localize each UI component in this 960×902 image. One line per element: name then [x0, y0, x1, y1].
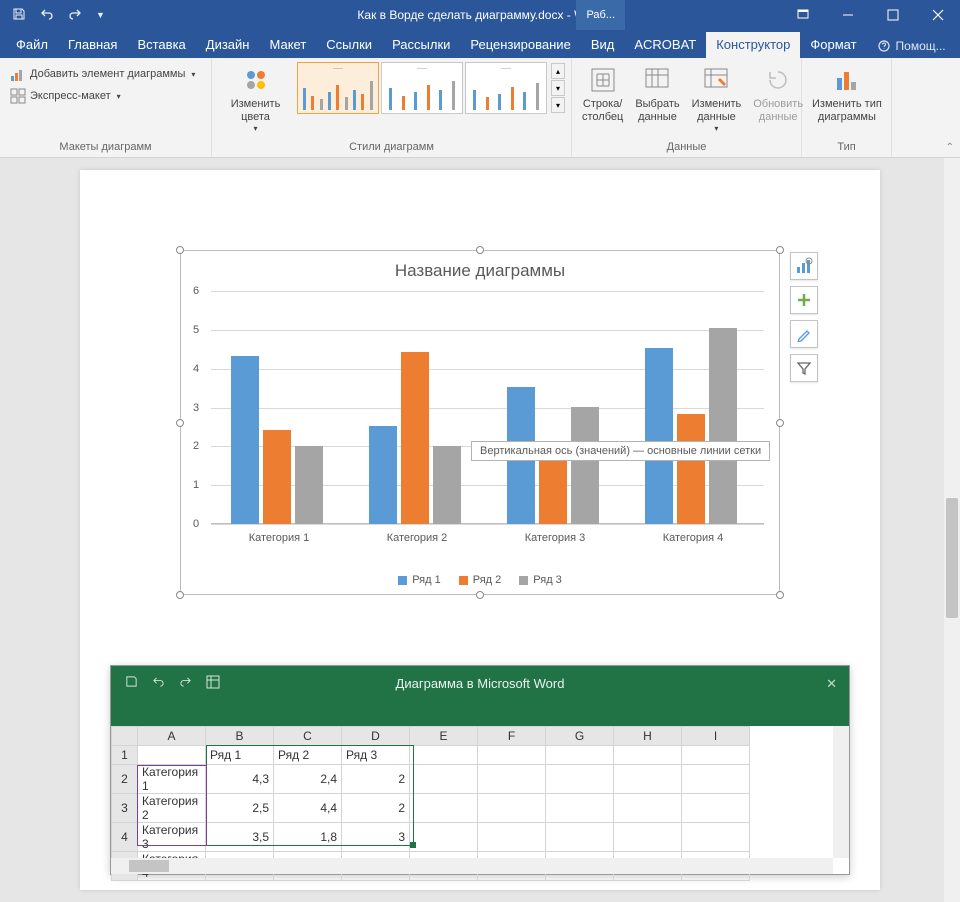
excel-title: Диаграмма в Microsoft Word — [396, 676, 565, 691]
change-colors-button[interactable]: Изменить цвета▾ — [218, 62, 293, 136]
document-area: Название диаграммы 0123456 Категория 1Ка… — [0, 158, 944, 902]
maximize-icon[interactable] — [870, 0, 915, 30]
excel-data-window: Диаграмма в Microsoft Word ✕ ABCDEFGHI1Р… — [110, 665, 850, 875]
tab-acrobat[interactable]: ACROBAT — [624, 32, 706, 58]
group-label-layouts: Макеты диаграмм — [6, 141, 205, 155]
ribbon: Добавить элемент диаграммы▾ Экспресс-мак… — [0, 58, 960, 158]
tab-home[interactable]: Главная — [58, 32, 127, 58]
page: Название диаграммы 0123456 Категория 1Ка… — [80, 170, 880, 890]
minimize-icon[interactable] — [825, 0, 870, 30]
style-thumb-1[interactable]: —— — [297, 62, 379, 114]
excel-undo-icon[interactable] — [152, 675, 165, 692]
chart-styles-gallery[interactable]: —— —— —— ▴ ▾ ▾ — [297, 62, 565, 114]
change-chart-type-button[interactable]: Изменить тип диаграммы — [808, 62, 886, 126]
group-label-styles: Стили диаграмм — [218, 141, 565, 155]
chart-tools-context-tab: Раб... — [576, 0, 625, 30]
redo-icon[interactable] — [68, 7, 82, 24]
tab-constructor[interactable]: Конструктор — [706, 32, 800, 58]
excel-vscroll[interactable] — [833, 726, 849, 858]
tab-design[interactable]: Дизайн — [196, 32, 260, 58]
resize-handle[interactable] — [176, 246, 184, 254]
quick-layout-button[interactable]: Экспресс-макет▾ — [6, 86, 125, 106]
excel-save-icon[interactable] — [125, 675, 138, 692]
resize-handle[interactable] — [776, 246, 784, 254]
tab-format[interactable]: Формат — [800, 32, 866, 58]
group-label-type: Тип — [808, 141, 885, 155]
menu-tabs: Файл Главная Вставка Дизайн Макет Ссылки… — [0, 30, 960, 58]
save-icon[interactable] — [12, 7, 26, 24]
chart-tooltip: Вертикальная ось (значений) — основные л… — [471, 441, 770, 461]
tab-references[interactable]: Ссылки — [316, 32, 382, 58]
style-thumb-3[interactable]: —— — [465, 62, 547, 114]
ribbon-options-icon[interactable] — [780, 0, 825, 30]
document-title: Как в Ворде сделать диаграмму.docx - Wor… — [357, 8, 602, 22]
tab-insert[interactable]: Вставка — [127, 32, 195, 58]
excel-titlebar: Диаграмма в Microsoft Word ✕ — [111, 666, 849, 701]
chart-legend[interactable]: Ряд 1Ряд 2Ряд 3 — [181, 574, 779, 586]
tab-file[interactable]: Файл — [6, 32, 58, 58]
gallery-down-icon[interactable]: ▾ — [551, 80, 565, 96]
excel-edit-icon[interactable] — [206, 675, 220, 692]
refresh-data-button: Обновить данные — [749, 62, 807, 126]
select-data-button[interactable]: Выбрать данные — [631, 62, 683, 126]
chart-filter-button[interactable] — [790, 354, 818, 382]
vertical-scrollbar[interactable] — [944, 158, 960, 902]
excel-redo-icon[interactable] — [179, 675, 192, 692]
tab-layout[interactable]: Макет — [259, 32, 316, 58]
chart-add-button[interactable] — [790, 286, 818, 314]
resize-handle[interactable] — [776, 591, 784, 599]
collapse-ribbon-icon[interactable]: ⌃ — [946, 142, 954, 153]
undo-icon[interactable] — [40, 7, 54, 24]
chart-elements-button[interactable] — [790, 252, 818, 280]
resize-handle[interactable] — [776, 419, 784, 427]
chart-plot-area[interactable]: 0123456 Категория 1Категория 2Категория … — [211, 291, 764, 524]
tab-review[interactable]: Рецензирование — [460, 32, 580, 58]
tab-view[interactable]: Вид — [581, 32, 625, 58]
resize-handle[interactable] — [476, 591, 484, 599]
tab-mailings[interactable]: Рассылки — [382, 32, 460, 58]
resize-handle[interactable] — [176, 591, 184, 599]
qat-dropdown-icon[interactable]: ▼ — [96, 10, 105, 20]
gallery-more-icon[interactable]: ▾ — [551, 97, 565, 113]
resize-handle[interactable] — [476, 246, 484, 254]
add-chart-element-button[interactable]: Добавить элемент диаграммы▾ — [6, 64, 199, 84]
switch-row-col-button[interactable]: Строка/ столбец — [578, 62, 627, 126]
excel-hscroll[interactable] — [111, 858, 833, 874]
group-label-data: Данные — [578, 141, 795, 155]
style-thumb-2[interactable]: —— — [381, 62, 463, 114]
resize-handle[interactable] — [176, 419, 184, 427]
tell-me[interactable]: Помощ... — [867, 34, 956, 58]
edit-data-button[interactable]: Изменить данные▾ — [688, 62, 746, 136]
chart-object[interactable]: Название диаграммы 0123456 Категория 1Ка… — [180, 250, 780, 595]
excel-close-icon[interactable]: ✕ — [826, 676, 837, 692]
title-bar: ▼ Как в Ворде сделать диаграмму.docx - W… — [0, 0, 960, 30]
chart-styles-button[interactable] — [790, 320, 818, 348]
gallery-up-icon[interactable]: ▴ — [551, 63, 565, 79]
chart-title[interactable]: Название диаграммы — [181, 251, 779, 287]
close-icon[interactable] — [915, 0, 960, 30]
